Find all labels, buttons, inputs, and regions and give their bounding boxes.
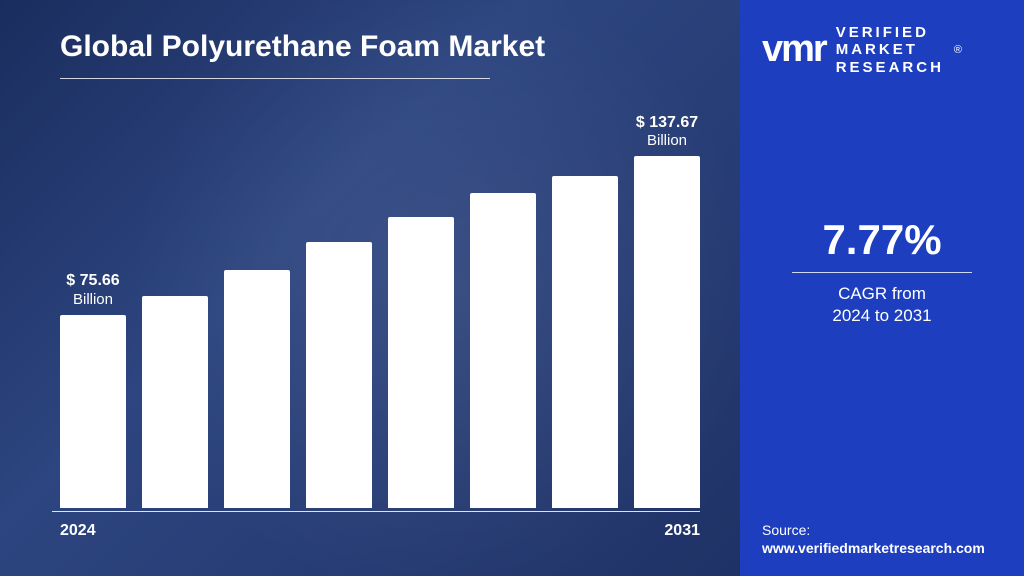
bar [388, 217, 454, 509]
bar: $ 75.66Billion [60, 315, 126, 508]
first-bar-label: $ 75.66Billion [66, 271, 119, 308]
source-label: Source: [762, 522, 985, 538]
bars-row: $ 75.66Billion $ 137.67Billion [60, 150, 700, 508]
x-end-label: 2031 [664, 522, 700, 540]
right-panel: vmr VERIFIED MARKET RESEARCH ® 7.77% CAG… [740, 0, 1024, 576]
x-start-label: 2024 [60, 522, 96, 540]
logo: vmr VERIFIED MARKET RESEARCH ® [762, 24, 962, 76]
left-panel: Global Polyurethane Foam Market $ 75.66B… [0, 0, 740, 576]
logo-line-2: MARKET [836, 41, 944, 58]
cagr-value: 7.77% [822, 216, 941, 264]
registered-mark: ® [954, 44, 962, 56]
cagr-line-2: 2024 to 2031 [832, 306, 931, 325]
bar [142, 296, 208, 508]
bar [470, 193, 536, 508]
bar-chart: $ 75.66Billion $ 137.67Billion [60, 150, 700, 508]
logo-text: VERIFIED MARKET RESEARCH [836, 24, 944, 76]
logo-mark: vmr [762, 28, 826, 71]
bar [306, 242, 372, 508]
source-block: Source: www.verifiedmarketresearch.com [762, 522, 985, 556]
cagr-underline [792, 272, 972, 273]
bar [552, 176, 618, 508]
x-axis-line [52, 511, 700, 512]
bar [224, 270, 290, 508]
infographic-container: Global Polyurethane Foam Market $ 75.66B… [0, 0, 1024, 576]
title-underline [60, 78, 490, 79]
last-bar-label: $ 137.67Billion [636, 113, 698, 150]
cagr-text: CAGR from 2024 to 2031 [832, 283, 931, 327]
bar: $ 137.67Billion [634, 156, 700, 508]
source-url: www.verifiedmarketresearch.com [762, 540, 985, 556]
cagr-line-1: CAGR from [838, 284, 926, 303]
x-axis-labels: 2024 2031 [60, 522, 700, 540]
logo-line-1: VERIFIED [836, 24, 944, 41]
chart-title: Global Polyurethane Foam Market [60, 30, 700, 64]
logo-line-3: RESEARCH [836, 59, 944, 76]
